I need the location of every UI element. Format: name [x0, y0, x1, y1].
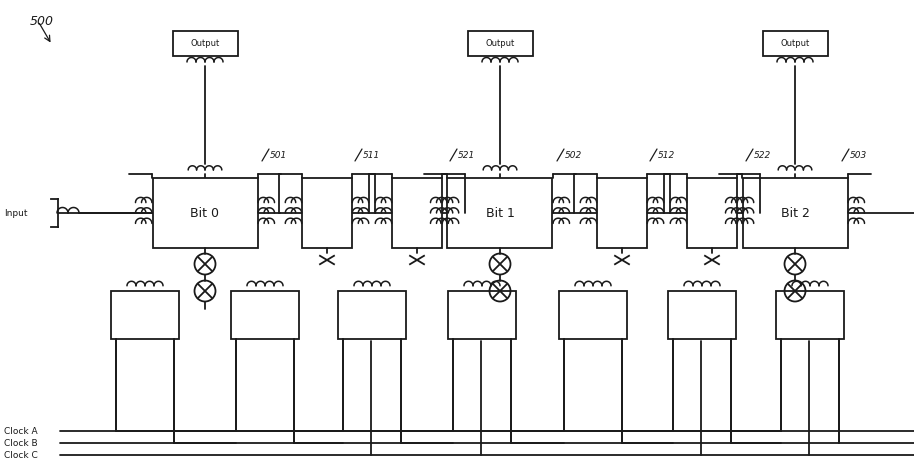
Bar: [559, 291, 627, 339]
Bar: [762, 31, 827, 56]
Text: Clock A: Clock A: [4, 427, 37, 436]
Bar: [231, 291, 299, 339]
Bar: [173, 31, 238, 56]
Bar: [597, 178, 647, 248]
Bar: [153, 178, 258, 248]
Text: Input: Input: [4, 209, 27, 218]
Text: Output: Output: [781, 39, 810, 48]
Text: 521: 521: [458, 150, 475, 159]
Bar: [111, 291, 179, 339]
Text: Bit 1: Bit 1: [485, 207, 515, 219]
Bar: [302, 178, 352, 248]
Text: 522: 522: [754, 150, 771, 159]
Text: 511: 511: [363, 150, 380, 159]
Bar: [467, 31, 533, 56]
Bar: [392, 178, 442, 248]
Text: 500: 500: [30, 15, 54, 28]
Bar: [668, 291, 736, 339]
Text: Bit 0: Bit 0: [190, 207, 219, 219]
Text: 501: 501: [270, 150, 287, 159]
Text: Clock C: Clock C: [4, 450, 37, 459]
Bar: [687, 178, 737, 248]
Bar: [742, 178, 847, 248]
Text: Output: Output: [485, 39, 515, 48]
Text: Output: Output: [190, 39, 219, 48]
Text: Bit 2: Bit 2: [781, 207, 810, 219]
Bar: [338, 291, 406, 339]
Bar: [448, 178, 552, 248]
Text: 512: 512: [658, 150, 675, 159]
Bar: [448, 291, 516, 339]
Bar: [776, 291, 844, 339]
Text: Clock B: Clock B: [4, 438, 37, 447]
Text: 502: 502: [565, 150, 582, 159]
Text: 503: 503: [850, 150, 867, 159]
